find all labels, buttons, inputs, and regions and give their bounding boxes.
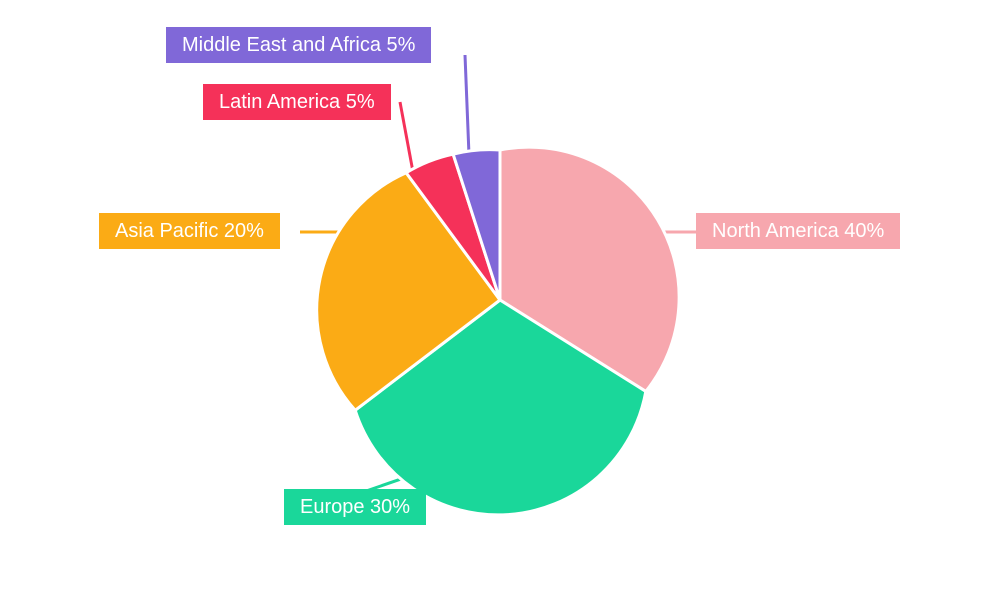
label-middle-east-africa[interactable]: Middle East and Africa 5% xyxy=(166,27,431,63)
label-europe[interactable]: Europe 30% xyxy=(284,489,426,525)
label-latin-america[interactable]: Latin America 5% xyxy=(203,84,391,120)
pie-chart-svg xyxy=(0,0,1000,600)
label-text-middle-east-africa: Middle East and Africa 5% xyxy=(182,35,415,55)
label-text-europe: Europe 30% xyxy=(300,497,410,517)
leader-line-latin-america xyxy=(400,102,413,172)
label-text-north-america: North America 40% xyxy=(712,221,884,241)
label-text-asia-pacific: Asia Pacific 20% xyxy=(115,221,264,241)
label-north-america[interactable]: North America 40% xyxy=(696,213,900,249)
label-text-latin-america: Latin America 5% xyxy=(219,92,375,112)
leader-line-middle-east-africa xyxy=(465,55,469,155)
label-asia-pacific[interactable]: Asia Pacific 20% xyxy=(99,213,280,249)
pie-chart-container: North America 40% Europe 30% Asia Pacifi… xyxy=(0,0,1000,600)
